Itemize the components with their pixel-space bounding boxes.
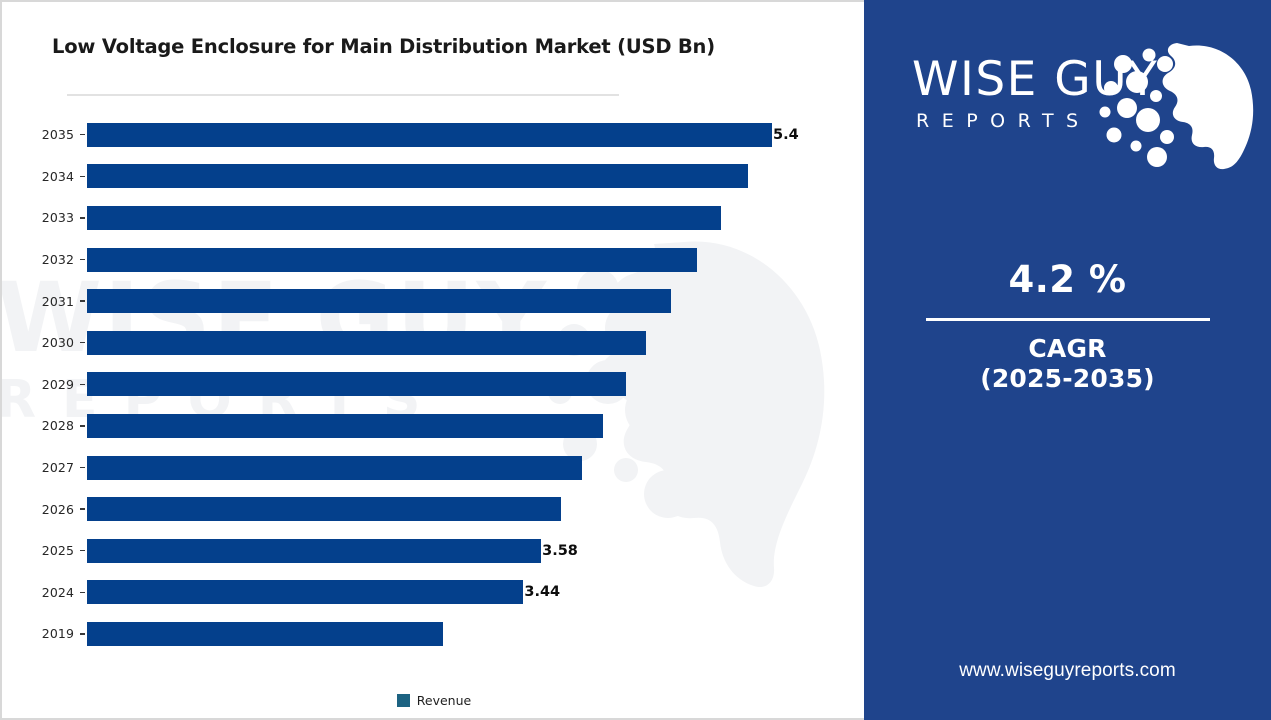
brand-head-icon [1099,43,1254,170]
bar-2025[interactable] [87,538,542,563]
bar-2028[interactable] [87,413,604,438]
cagr-block: 4.2 % CAGR (2025-2035) [864,258,1271,395]
y-axis-tick [80,258,85,261]
chart-row: 2035 5.4 [2,114,864,156]
y-axis-label-2033: 2033 [41,210,74,226]
y-axis-label-2034: 2034 [41,168,74,184]
y-axis-label-2031: 2031 [41,293,74,309]
y-axis-tick [80,175,85,178]
y-axis-tick [80,217,85,219]
y-axis-label-2030: 2030 [41,335,74,351]
y-axis-tick [80,591,85,594]
cagr-value: 4.2 % [1008,258,1127,301]
bar-2032[interactable] [87,247,698,272]
y-axis-label-2026: 2026 [41,501,74,517]
chart-row: 2026 [2,488,864,530]
y-axis-tick [80,383,85,386]
y-axis-label-2028: 2028 [41,418,74,434]
bar-2026[interactable] [87,497,562,522]
bar-chart-plot: 2035 5.4 2034 2033 2032 2031 2030 2029 2028 2027 2… [2,114,864,654]
y-axis-label-2025: 2025 [41,543,74,559]
chart-legend: Revenue [2,693,864,708]
chart-row: 2024 3.44 [2,572,864,614]
y-axis-tick [80,425,85,427]
website-url: www.wiseguyreports.com [959,660,1176,681]
chart-panel: WISE GUY REPORTS Low Voltage Enclosure f… [0,0,864,720]
chart-row: 2034 [2,156,864,198]
title-divider [67,94,619,96]
brand-logo: WISE GUY REPORTS [864,42,1271,172]
chart-row: 2028 [2,405,864,447]
chart-row: 2027 [2,447,864,489]
cagr-label-line-1: CAGR [1028,333,1107,363]
y-axis-tick [80,633,85,635]
y-axis-label-2032: 2032 [41,252,74,268]
bar-value-2024: 3.44 [524,584,561,601]
y-axis-tick [80,550,85,552]
bar-value-2025: 3.58 [542,542,578,559]
chart-row: 2033 [2,197,864,239]
bar-2019[interactable] [87,621,444,646]
chart-row: 2029 [2,364,864,406]
legend-label-revenue: Revenue [416,693,472,708]
chart-row: 2031 [2,280,864,322]
bar-value-2035: 5.4 [773,126,799,143]
y-axis-tick [80,300,85,302]
y-axis-label-2019: 2019 [41,626,74,642]
y-axis-tick [80,342,85,344]
bar-2030[interactable] [87,330,647,355]
brand-logo-line-2: REPORTS [916,110,1091,132]
bar-2027[interactable] [87,455,582,480]
bar-2031[interactable] [87,289,671,314]
cagr-divider [925,318,1210,321]
brand-panel: WISE GUY REPORTS 4.2 % CAG [864,0,1271,720]
chart-row: 2019 [2,613,864,655]
chart-row: 2032 [2,239,864,281]
y-axis-tick [80,508,85,510]
legend-swatch-revenue [396,694,410,707]
bar-2029[interactable] [87,372,627,397]
y-axis-label-2035: 2035 [41,127,74,143]
y-axis-label-2027: 2027 [41,460,74,476]
cagr-label-line-2: (2025-2035) [980,364,1155,393]
bar-2035[interactable] [87,122,772,147]
bar-2034[interactable] [87,164,748,189]
brand-logo-text: WISE GUY REPORTS [912,56,1158,132]
bar-2033[interactable] [87,205,722,230]
chart-title: Low Voltage Enclosure for Main Distribut… [52,35,715,58]
bar-2024[interactable] [87,580,524,605]
chart-row: 2030 [2,322,864,364]
y-axis-tick [80,466,85,469]
y-axis-label-2029: 2029 [41,376,74,392]
y-axis-label-2024: 2024 [41,584,74,600]
y-axis-tick [80,134,85,136]
cagr-label: CAGR (2025-2035) [864,334,1271,395]
chart-row: 2025 3.58 [2,530,864,572]
